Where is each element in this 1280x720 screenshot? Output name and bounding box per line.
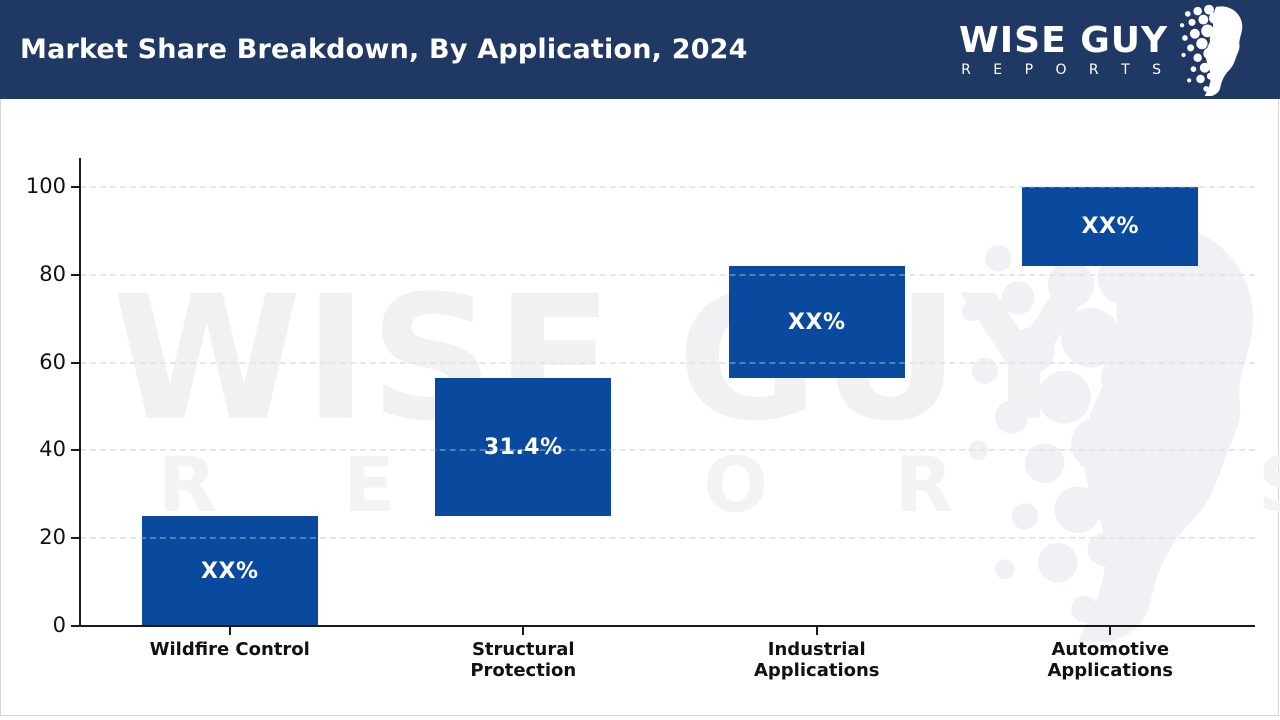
y-axis-line: [79, 158, 81, 627]
y-tick-label: 0: [52, 613, 66, 637]
gridline-y60: [80, 361, 1255, 364]
y-tick-label: 60: [39, 349, 66, 374]
y-tick-mark: [71, 273, 80, 276]
x-tick-mark: [522, 627, 525, 635]
brand-logo: WISE GUY R E P O R T S: [957, 4, 1252, 96]
bar-value-label: 31.4%: [483, 434, 563, 460]
bar-value-label: XX%: [788, 309, 846, 335]
x-category-label: Industrial Applications: [753, 639, 880, 681]
y-tick-label: 20: [39, 525, 66, 550]
y-tick-mark: [71, 449, 80, 452]
x-category-label: Structural Protection: [470, 639, 577, 681]
x-category-label: Wildfire Control: [149, 639, 310, 660]
gridline-y40: [80, 449, 1255, 452]
bar-structural-protection: 31.4%: [435, 378, 612, 517]
y-tick-label: 80: [39, 261, 66, 286]
gridline-y20: [80, 537, 1255, 540]
y-tick-label: 100: [25, 174, 66, 198]
bar-industrial-applications: XX%: [728, 266, 905, 379]
bar-automotive-applications: XX%: [1022, 187, 1199, 267]
brand-logo-text: WISE GUY R E P O R T S: [957, 19, 1170, 78]
gridline-y60: [80, 361, 1255, 364]
brand-subname: R E P O R T S: [961, 61, 1170, 78]
bar-value-label: XX%: [201, 558, 259, 584]
y-tick-mark: [71, 186, 80, 188]
x-tick-mark: [228, 627, 231, 635]
gridline-y20: [80, 537, 1255, 540]
bar-wildfire-control: XX%: [141, 516, 318, 626]
gridline-y100: [80, 186, 1255, 188]
y-tick-mark: [71, 537, 80, 540]
brand-name: WISE GUY: [959, 19, 1169, 61]
x-axis-line: [79, 625, 1255, 627]
x-tick-mark: [1109, 627, 1112, 635]
y-tick-mark: [71, 361, 80, 364]
bar-value-label: XX%: [1081, 214, 1139, 239]
gridline-y80: [80, 273, 1255, 276]
y-tick-mark: [71, 625, 80, 627]
gridline-y40: [80, 449, 1255, 452]
page-title: Market Share Breakdown, By Application, …: [20, 34, 748, 65]
x-tick-mark: [815, 627, 818, 635]
header-bar: Market Share Breakdown, By Application, …: [0, 0, 1280, 99]
x-category-label: Automotive Applications: [1047, 639, 1174, 681]
gridline-y80: [80, 273, 1255, 276]
watermark-head-icon: [961, 215, 1254, 642]
dotted-head-icon: [1179, 4, 1243, 96]
y-tick-label: 40: [39, 437, 66, 462]
gridline-y100: [80, 186, 1255, 188]
